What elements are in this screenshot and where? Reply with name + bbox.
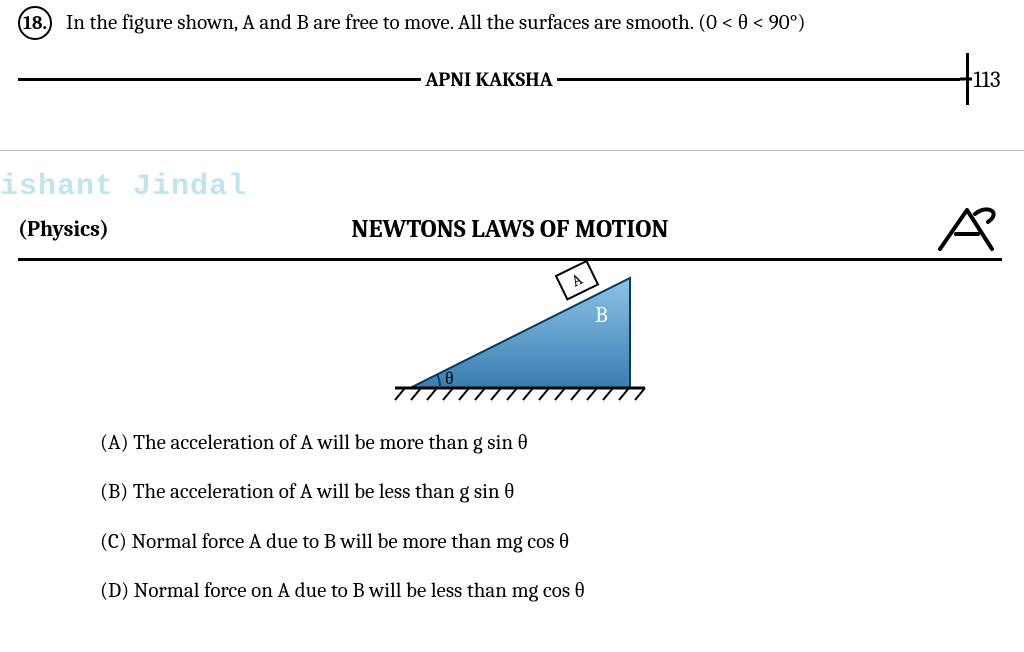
question-row: 18 In the figure shown, A and B are free… — [18, 4, 1014, 40]
section-header: (Physics) NEWTONS LAWS OF MOTION — [18, 204, 1002, 261]
option-b-text: The acceleration of A will be less than — [133, 480, 460, 504]
brand-label: APNI KAKSHA — [421, 68, 556, 91]
option-a-math: g sin θ — [473, 431, 528, 455]
option-a: (A) The acceleration of A will be more t… — [100, 430, 585, 457]
option-a-text: The acceleration of A will be more than — [133, 431, 473, 455]
page-number-box: 113 — [960, 59, 1014, 99]
option-c-text: Normal force A due to B will be more tha… — [132, 530, 496, 554]
option-d-text: Normal force on A due to B will be less … — [134, 579, 512, 603]
section-title: NEWTONS LAWS OF MOTION — [351, 215, 668, 244]
question-text-main: In the figure shown, A and B are free to… — [66, 11, 698, 35]
option-b-math: g sin θ — [460, 480, 515, 504]
handwritten-annotation — [932, 204, 1002, 254]
wedge-figure: θ A B — [380, 260, 660, 410]
block-b-label: B — [595, 302, 608, 328]
horizontal-separator — [0, 150, 1024, 151]
question-number-circle: 18 — [18, 6, 52, 40]
question-text: In the figure shown, A and B are free to… — [66, 4, 806, 35]
divider-left-line — [18, 78, 421, 81]
option-a-prefix: (A) — [100, 431, 133, 455]
watermark-text: ishant Jindal — [0, 170, 247, 204]
option-c: (C) Normal force A due to B will be more… — [100, 529, 585, 556]
question-number-dot — [42, 12, 46, 34]
question-number: 18 — [23, 12, 42, 34]
angle-label: θ — [445, 368, 454, 389]
option-c-prefix: (C) — [100, 530, 132, 554]
options-list: (A) The acceleration of A will be more t… — [100, 430, 585, 627]
divider-right-line — [557, 78, 960, 81]
option-b-prefix: (B) — [100, 480, 133, 504]
option-c-math: mg cos θ — [496, 530, 569, 554]
brand-divider: APNI KAKSHA 113 — [18, 64, 1014, 94]
option-d: (D) Normal force on A due to B will be l… — [100, 578, 585, 605]
section-subject: (Physics) — [18, 216, 109, 242]
option-d-math: mg cos θ — [512, 579, 585, 603]
option-b: (B) The acceleration of A will be less t… — [100, 479, 585, 506]
option-d-prefix: (D) — [100, 579, 134, 603]
page-number: 113 — [973, 66, 1000, 93]
question-text-math: (0 < θ < 90°) — [698, 11, 805, 35]
